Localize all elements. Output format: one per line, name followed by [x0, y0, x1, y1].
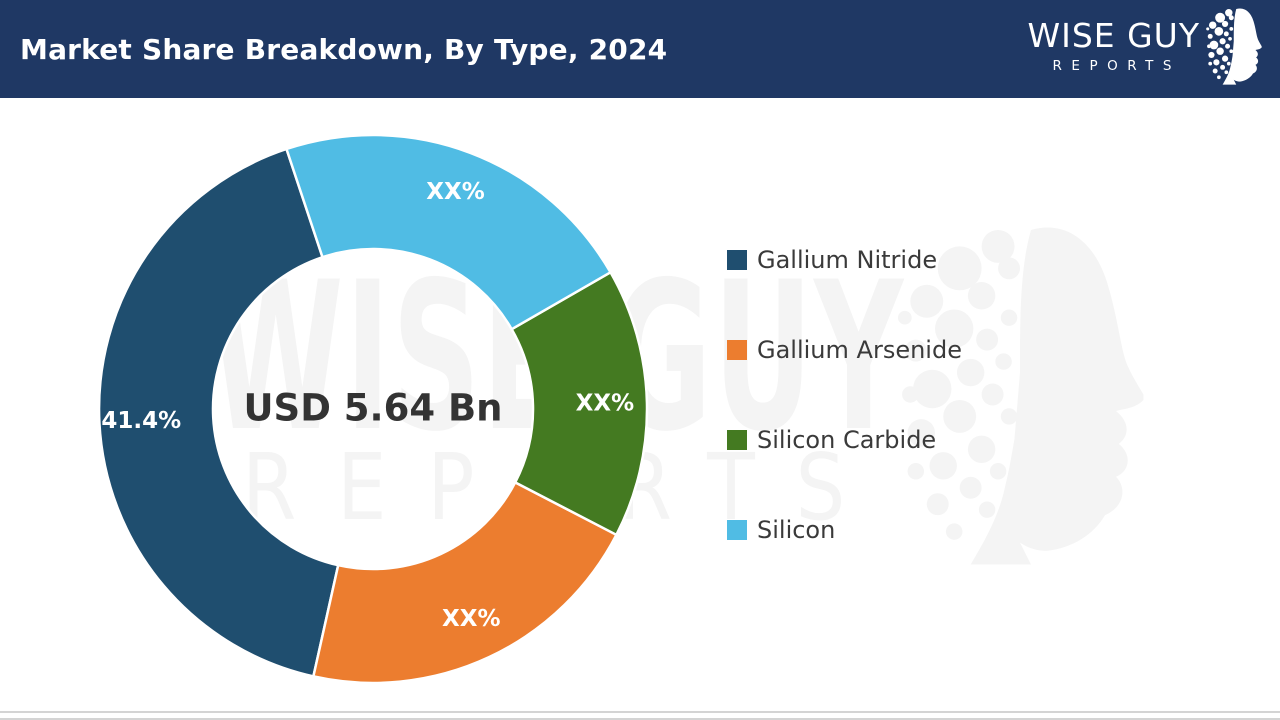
chart-center-value: USD 5.64 Bn	[243, 386, 503, 430]
legend-label: Silicon	[757, 516, 836, 544]
legend-label: Gallium Arsenide	[757, 336, 962, 364]
donut-chart: 41.4% XX% XX% XX%	[97, 133, 649, 685]
slice-percto-label: XX%	[576, 391, 635, 417]
wiseguy-logo: WISE GUY REPORTS	[1027, 4, 1266, 86]
chart-legend: Gallium Nitride Gallium Arsenide Silicon…	[727, 246, 962, 544]
logo-reports-text: REPORTS	[1052, 58, 1181, 74]
page-title: Market Share Breakdown, By Type, 2024	[20, 32, 668, 66]
legend-swatch-icon	[727, 340, 747, 360]
slice-percto-label: XX%	[442, 606, 501, 632]
pie-slice-silicon	[285, 133, 612, 331]
legend-swatch-icon	[727, 520, 747, 540]
watermark-head-icon	[897, 227, 1144, 565]
slice-percto-label: 41.4%	[101, 408, 181, 434]
header-bar: Market Share Breakdown, By Type, 2024 WI…	[0, 0, 1280, 98]
slice-percto-label: XX%	[426, 179, 485, 205]
pie-slice-gallium-nitride	[97, 147, 340, 678]
legend-swatch-icon	[727, 430, 747, 450]
logo-text: WISE GUY REPORTS	[1027, 16, 1200, 74]
wiseguy-head-icon	[1206, 8, 1262, 85]
legend-item-silicon-carbide: Silicon Carbide	[727, 426, 962, 454]
pie-slice-gallium-arsenide	[312, 481, 618, 685]
bottom-divider	[0, 711, 1280, 720]
legend-swatch-icon	[727, 250, 747, 270]
logo-wordmark: WISE GUY	[1027, 16, 1200, 55]
legend-label: Gallium Nitride	[757, 246, 938, 274]
legend-item-gallium-arsenide: Gallium Arsenide	[727, 336, 962, 364]
legend-label: Silicon Carbide	[757, 426, 937, 454]
legend-item-gallium-nitride: Gallium Nitride	[727, 246, 962, 274]
legend-item-silicon: Silicon	[727, 516, 962, 544]
